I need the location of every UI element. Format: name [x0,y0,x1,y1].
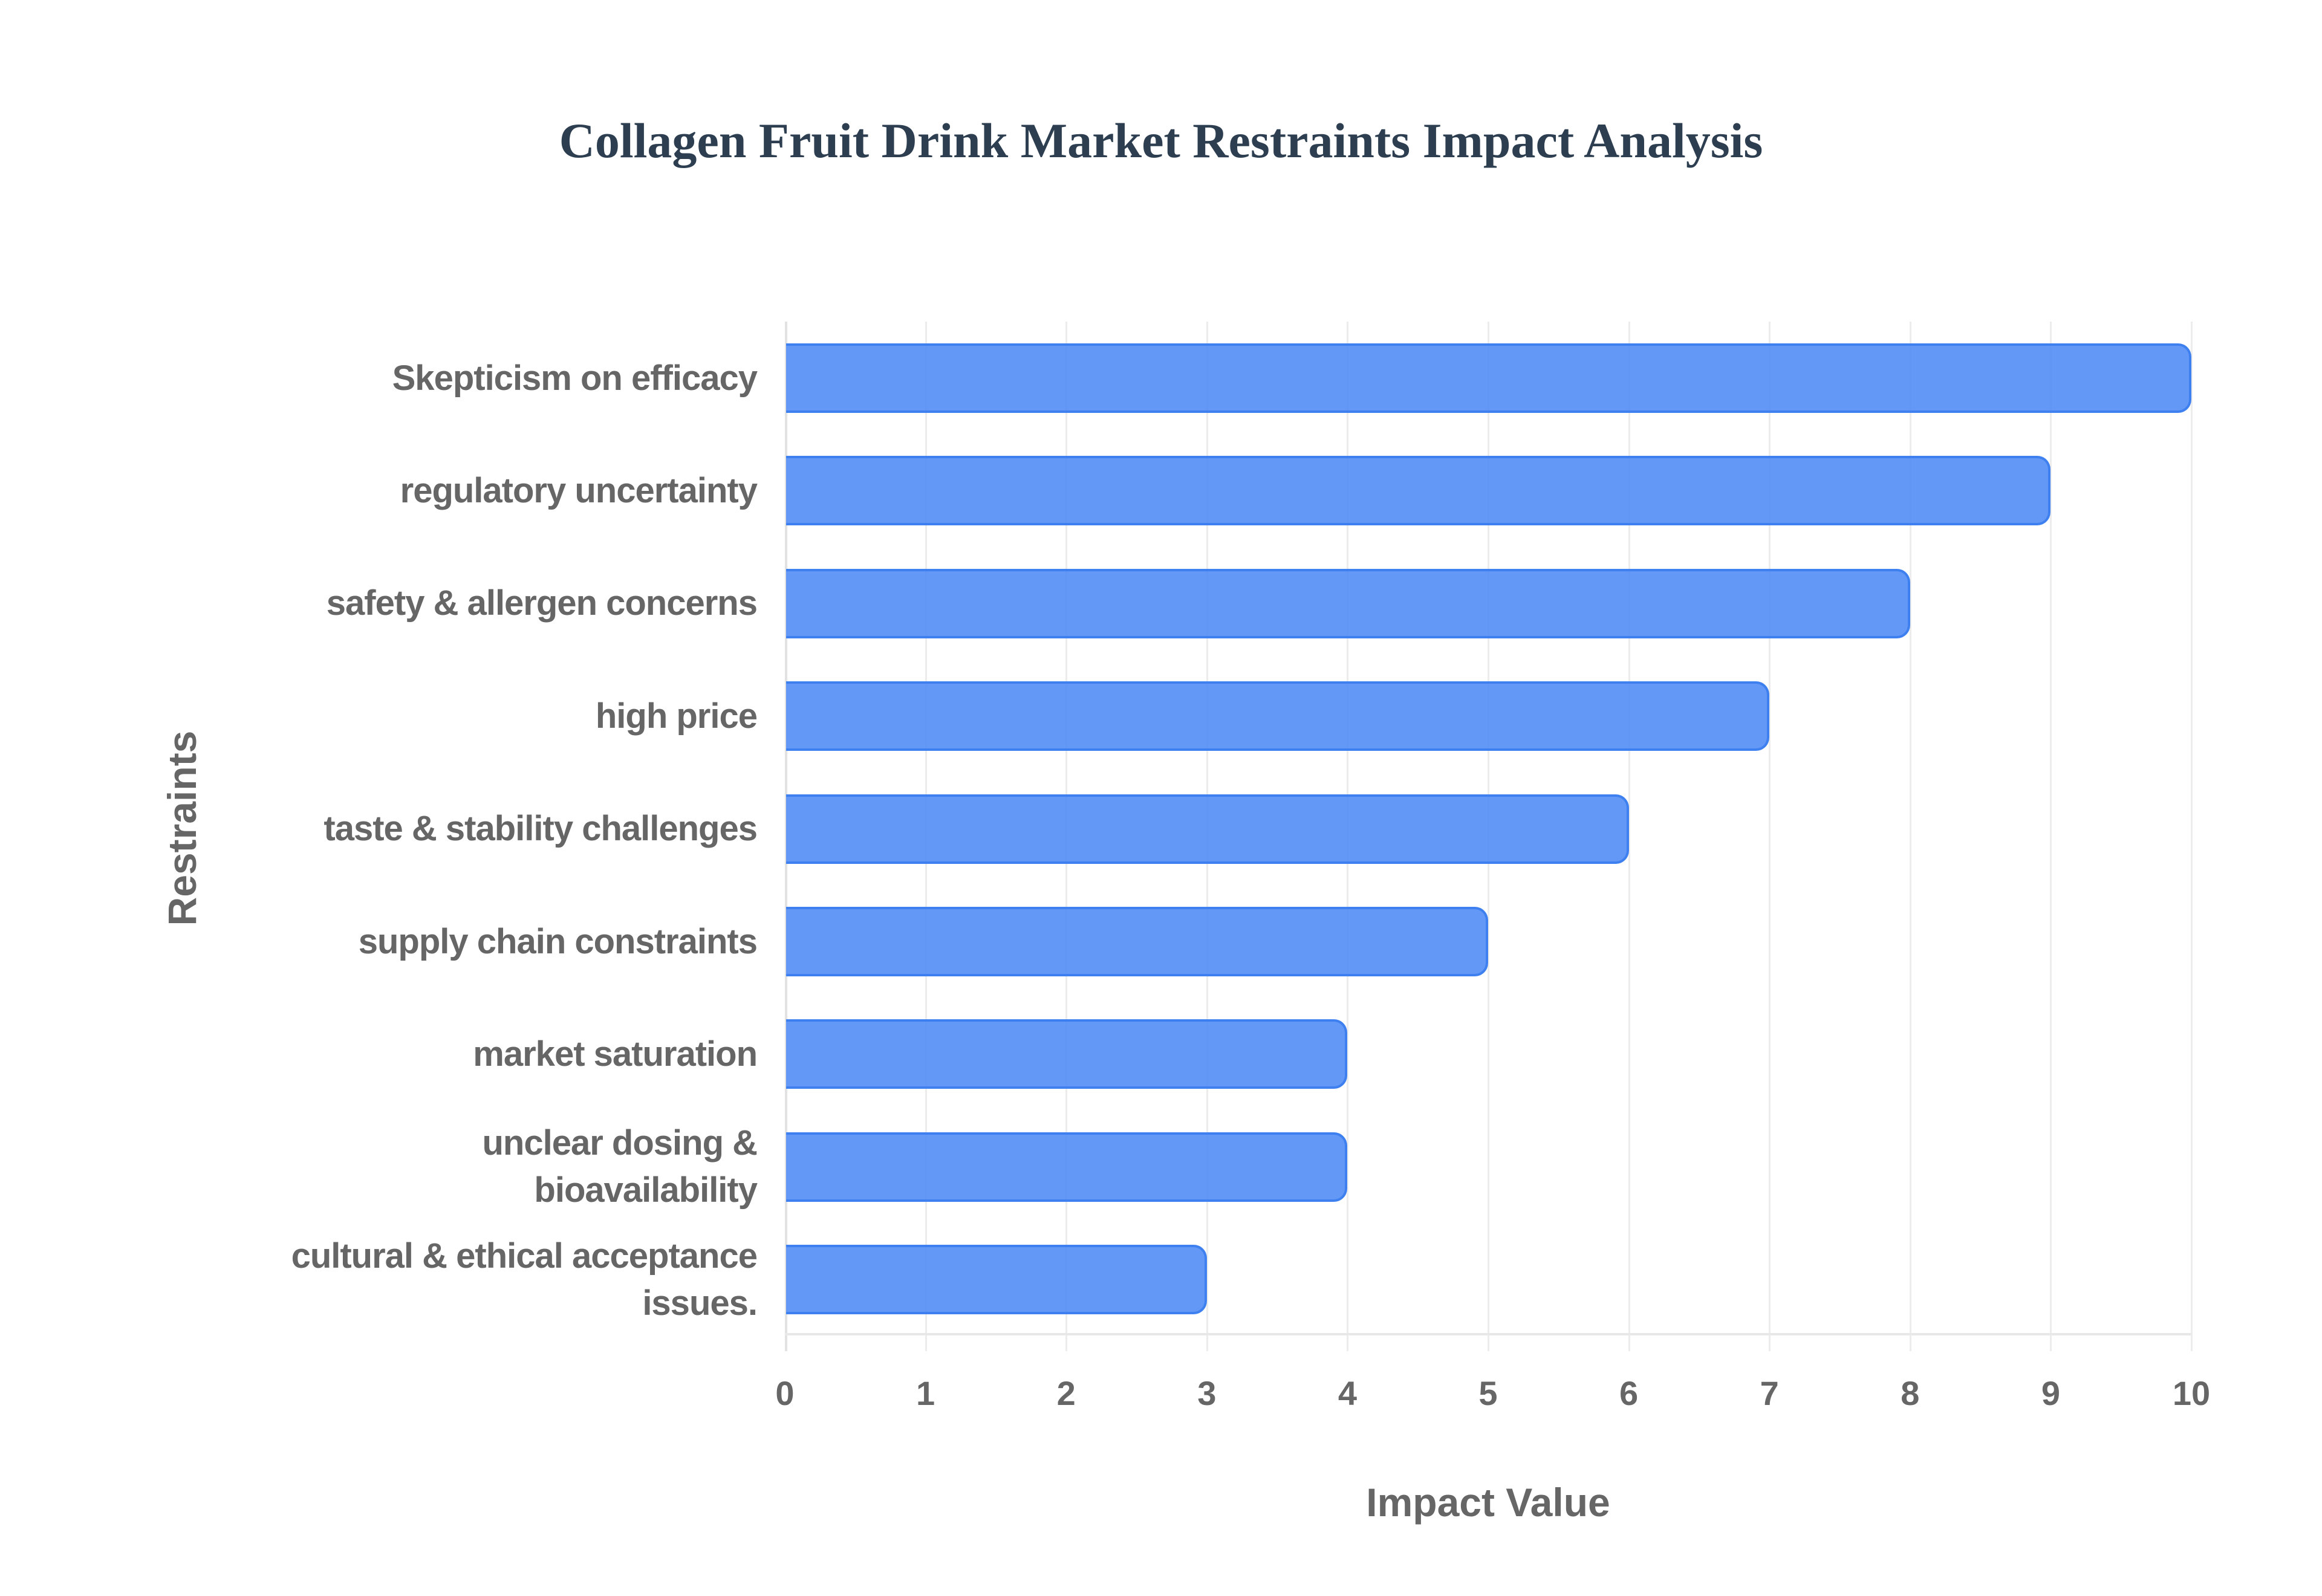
y-category-label-line: taste & stability challenges [324,809,758,849]
y-category-label: taste & stability challenges [213,805,758,852]
x-tick-label: 9 [2041,1374,2060,1412]
x-tick-label: 1 [916,1374,935,1412]
x-tick-label: 3 [1197,1374,1217,1412]
y-category-label-line: unclear dosing & [482,1123,758,1163]
y-category-label-line: safety & allergen concerns [326,583,758,623]
bar[interactable] [786,456,2051,526]
y-axis-title: Restraints [160,730,204,926]
x-axis-title: Impact Value [1366,1480,1610,1525]
bar[interactable] [786,794,1629,864]
y-category-label: unclear dosing & bioavailability [213,1120,758,1214]
y-category-label-line: high price [595,696,758,736]
x-tick-label: 10 [2172,1374,2211,1412]
bar[interactable] [786,1019,1348,1089]
bar[interactable] [786,568,1910,638]
y-category-label: market saturation [213,1031,758,1078]
x-tick-label: 5 [1478,1374,1498,1412]
y-category-label: high price [213,693,758,740]
gridline [1909,322,1911,1351]
y-category-label: safety & allergen concerns [213,580,758,627]
y-category-label-line: cultural & ethical acceptance [291,1236,758,1276]
plot-area [785,322,2193,1351]
x-tick-label: 6 [1619,1374,1639,1412]
y-category-label: regulatory uncertainty [213,467,758,514]
y-category-label-line: issues. [642,1283,758,1323]
gridline [2191,322,2193,1351]
bar[interactable] [786,1132,1348,1202]
x-tick-label: 0 [775,1374,795,1412]
y-category-label: supply chain constraints [213,918,758,965]
chart-title: Collagen Fruit Drink Market Restraints I… [559,113,1763,168]
bar[interactable] [786,907,1488,976]
y-category-label-line: bioavailability [534,1170,758,1210]
gridline [1769,322,1771,1351]
y-category-label-line: regulatory uncertainty [400,470,758,510]
y-category-label: cultural & ethical acceptance issues. [213,1233,758,1327]
y-category-label: Skepticism on efficacy [213,355,758,402]
bar[interactable] [786,343,2191,413]
bar[interactable] [786,681,1770,751]
x-tick-label: 4 [1338,1374,1357,1412]
x-tick-label: 2 [1056,1374,1076,1412]
gridline [2050,322,2052,1351]
x-axis-line [785,1333,2191,1335]
x-tick-label: 8 [1901,1374,1920,1412]
x-tick-label: 7 [1760,1374,1779,1412]
y-category-label-line: supply chain constraints [358,921,758,961]
gridline [1628,322,1630,1351]
y-category-label-line: market saturation [473,1034,758,1074]
y-category-label-line: Skepticism on efficacy [392,358,758,398]
bar[interactable] [786,1245,1207,1315]
